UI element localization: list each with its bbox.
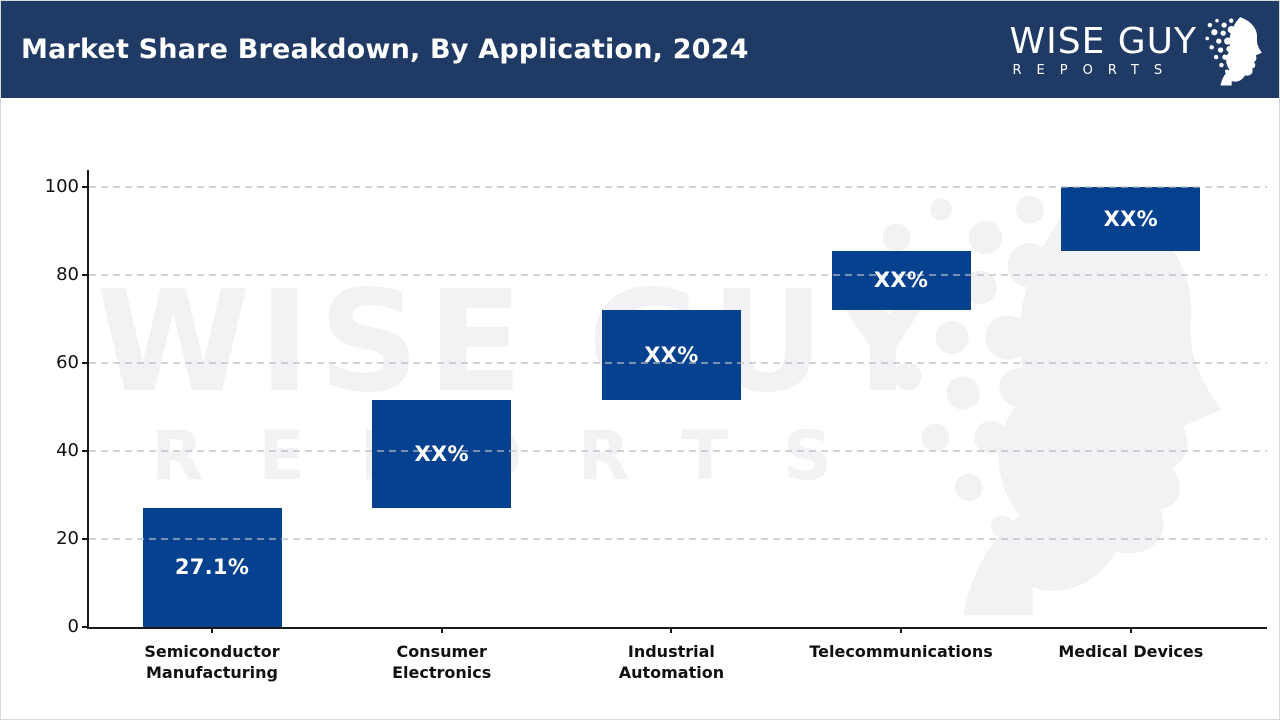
bar-value-label: XX%	[414, 442, 469, 467]
y-axis-tick-label: 20	[56, 528, 79, 549]
x-axis-label: Consumer Electronics	[392, 642, 492, 683]
x-tick-mark	[900, 627, 903, 633]
bar-value-label: XX%	[1103, 206, 1158, 231]
y-axis-tick-label: 80	[56, 264, 79, 285]
waterfall-bar	[1061, 187, 1201, 251]
x-tick-mark	[211, 627, 213, 633]
x-tick-mark	[1129, 627, 1132, 633]
y-tick-mark	[82, 626, 89, 628]
logo-wordmark-line2: REPORTS	[1012, 62, 1178, 78]
waterfall-bar	[142, 507, 282, 627]
logo: WISE GUY REPORTS	[1010, 7, 1266, 93]
x-axis-label: Medical Devices	[1058, 642, 1204, 661]
chart: WISE GUY REPORTS 27.1% Semiconductor Manu…	[1, 98, 1279, 719]
y-tick-mark	[82, 450, 89, 452]
y-axis-tick-label: 100	[44, 176, 79, 197]
header: Market Share Breakdown, By Application, …	[1, 1, 1279, 98]
waterfall-bar	[601, 310, 741, 401]
x-axis-label: Semiconductor Manufacturing	[144, 642, 280, 683]
gridline	[89, 450, 1267, 452]
x-tick-mark	[670, 627, 673, 633]
y-tick-mark	[82, 186, 89, 188]
logo-head-icon	[1205, 17, 1262, 86]
watermark-head-icon	[868, 187, 1222, 616]
x-axis-label: Telecommunications	[809, 642, 993, 661]
bar-value-label: XX%	[873, 268, 929, 293]
gridline	[89, 274, 1267, 276]
y-tick-mark	[82, 362, 89, 364]
y-axis-tick-label: 0	[67, 616, 79, 637]
logo-wordmark-line1: WISE GUY	[1009, 20, 1197, 62]
waterfall-bar	[372, 400, 512, 508]
y-axis-line	[87, 170, 89, 629]
y-tick-mark	[82, 538, 89, 540]
x-axis-line	[87, 627, 1267, 629]
waterfall-bar	[831, 250, 971, 311]
watermark-line1: WISE GUY	[96, 261, 942, 424]
bar-value-label: XX%	[644, 343, 699, 368]
gridline	[89, 186, 1267, 188]
page-title: Market Share Breakdown, By Application, …	[21, 34, 749, 65]
y-axis-tick-label: 60	[56, 352, 79, 373]
gridline	[89, 362, 1267, 364]
x-tick-mark	[440, 627, 443, 633]
gridline	[89, 538, 1267, 540]
plot-area: 27.1% Semiconductor Manufacturing XX% Consu…	[1, 98, 1279, 719]
x-axis-label: Industrial Automation	[618, 642, 725, 683]
bar-value-label: 27.1%	[174, 555, 250, 580]
logo-wordmark: WISE GUY REPORTS	[1009, 20, 1198, 78]
y-tick-mark	[82, 274, 89, 276]
y-axis-tick-label: 40	[56, 440, 79, 461]
